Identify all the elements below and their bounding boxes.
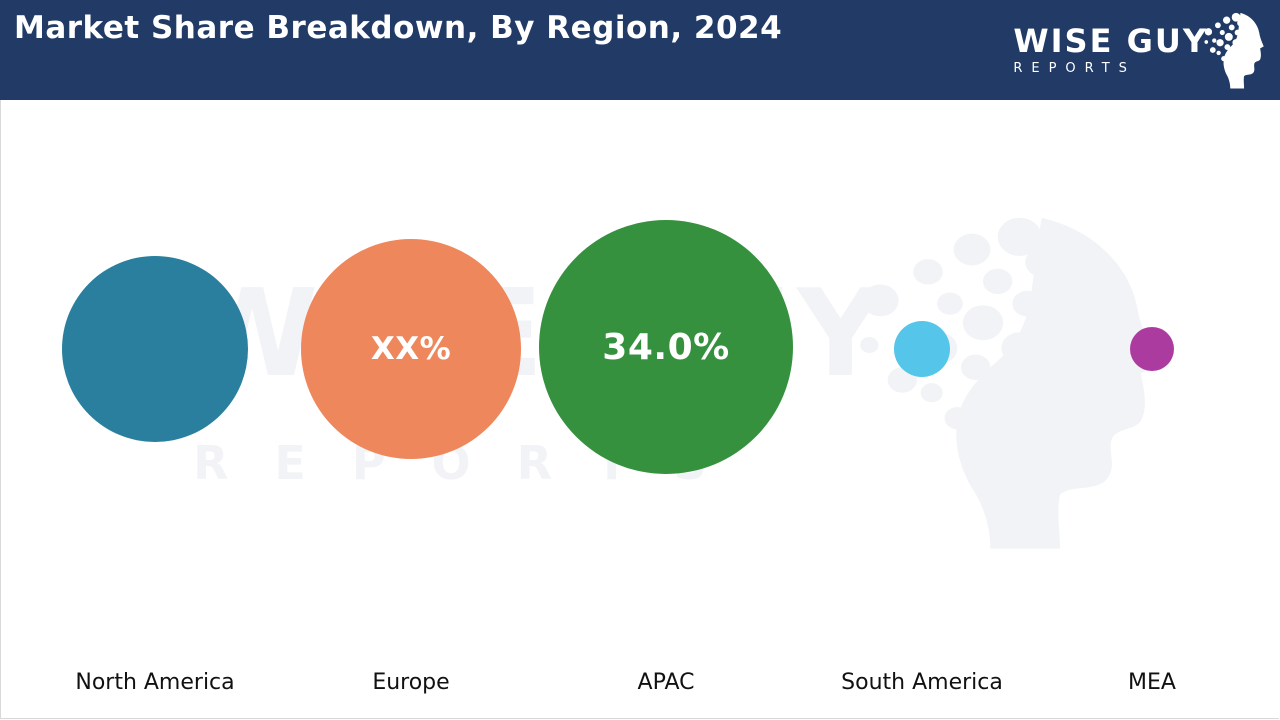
bubble-value-label-apac: 34.0%: [602, 326, 730, 368]
bubble-south-america: [894, 321, 950, 377]
category-label-north-america: North America: [75, 670, 235, 695]
chart-title: Market Share Breakdown, By Region, 2024: [14, 10, 783, 46]
category-label-south-america: South America: [841, 670, 1003, 695]
brand-wordmark: WISE GUY REPORTS: [1013, 25, 1208, 75]
brand-subtitle: REPORTS: [1013, 61, 1136, 76]
bubble-north-america: [62, 256, 248, 442]
category-label-apac: APAC: [637, 670, 695, 695]
bubble-value-label-europe: XX%: [370, 331, 452, 367]
category-label-europe: Europe: [372, 670, 450, 695]
bubble-europe: XX%: [301, 239, 521, 459]
header-bar: Market Share Breakdown, By Region, 2024 …: [0, 0, 1280, 100]
brand-name: WISE GUY: [1013, 22, 1208, 60]
brand-logo: WISE GUY REPORTS: [1013, 8, 1264, 92]
category-label-mea: MEA: [1128, 670, 1176, 695]
bubble-plot: North America XX% Europe 34.0% APAC South Ame…: [1, 100, 1280, 720]
bubble-mea: [1130, 327, 1174, 371]
bubble-apac: 34.0%: [539, 220, 793, 474]
wiseguy-head-icon: [1204, 12, 1264, 89]
chart-area: WISE GUY REPORTS North America XX% Europe 3…: [0, 100, 1279, 719]
